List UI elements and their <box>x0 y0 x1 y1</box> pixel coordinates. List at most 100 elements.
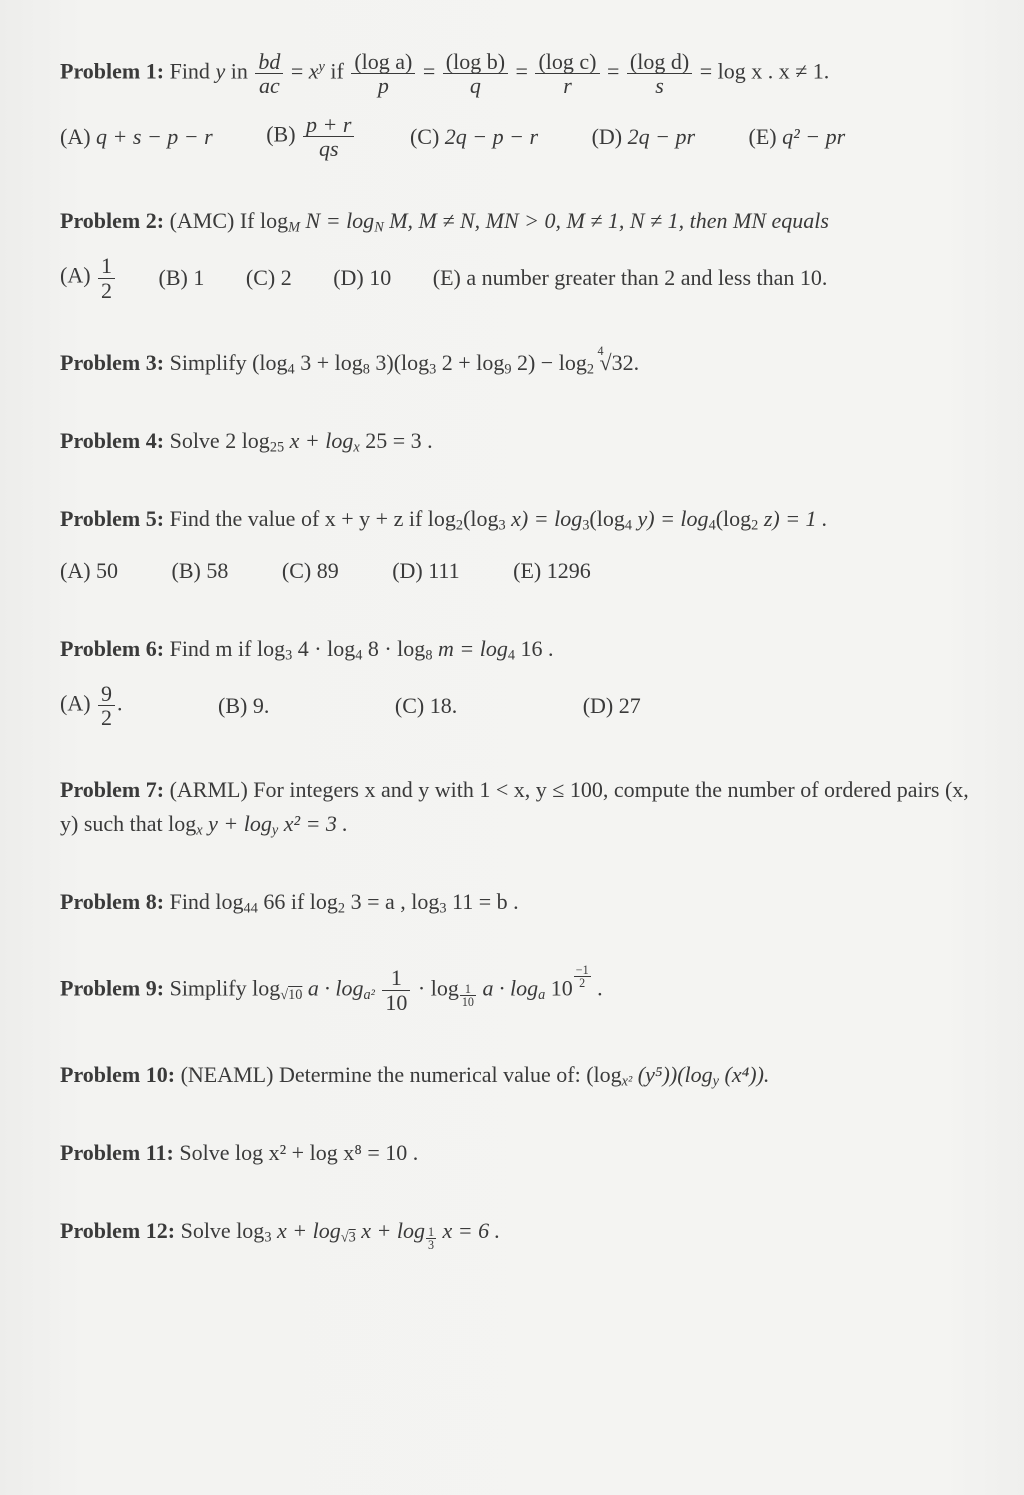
p1-optD: (D) 2q − pr <box>592 120 695 154</box>
p1-fa-n: (log a) <box>351 50 415 74</box>
p10-a: (NEAML) Determine the numerical value of… <box>181 1062 622 1087</box>
p9-sub3-d: 10 <box>460 996 476 1008</box>
p5-s2: 3 <box>499 517 506 533</box>
p8-m2: 3 = a , log <box>345 889 439 914</box>
p9-exp-sign: − <box>576 963 583 977</box>
p3-a: Simplify (log <box>170 350 288 375</box>
problem-9: Problem 9: Simplify log√10 a · loga² 110… <box>60 964 984 1014</box>
p1-var-y: y <box>215 59 225 84</box>
p1-D-l: (D) <box>592 124 628 149</box>
p2-m2: M, M ≠ N, MN > 0, M ≠ 1, N ≠ 1, then MN … <box>384 208 829 233</box>
p7-label: Problem 7: <box>60 777 164 802</box>
p2-label: Problem 2: <box>60 208 164 233</box>
problem-5: Problem 5: Find the value of x + y + z i… <box>60 502 984 588</box>
p2-optC: (C) 2 <box>246 261 292 295</box>
p9-m5: 10 <box>545 975 573 1000</box>
p5-B: (B) 58 <box>172 554 229 588</box>
p12-sub3-d: 3 <box>426 1239 436 1251</box>
p2-optD: (D) 10 <box>333 261 391 295</box>
p9-a: Simplify log <box>170 975 281 1000</box>
problem-4: Problem 4: Solve 2 log25 x + logx 25 = 3… <box>60 424 984 458</box>
p1-fb: (log b)q <box>443 50 508 97</box>
p10-s1: x² <box>622 1073 633 1089</box>
p6-A-n: 9 <box>98 682 115 706</box>
p12-label: Problem 12: <box>60 1218 175 1243</box>
p1-text-c: if <box>330 59 349 84</box>
p1-eq1: = <box>291 59 309 84</box>
p5-m3: (log <box>589 506 624 531</box>
p6-optA: (A) 92. <box>60 682 123 729</box>
p1-B-d: qs <box>303 137 354 160</box>
p6-m1: 4 · log <box>292 636 355 661</box>
p1-sup-y: y <box>319 59 325 75</box>
p9-frac: 110 <box>382 966 410 1013</box>
p2-optB: (B) 1 <box>159 261 205 295</box>
p1-fd-d: s <box>627 74 692 97</box>
p1-D: 2q − pr <box>628 124 695 149</box>
p12-m2: x + log <box>356 1218 425 1243</box>
p2-m1: N = log <box>300 208 374 233</box>
p6-A-d: 2 <box>98 706 115 729</box>
p2-s2: N <box>374 220 384 236</box>
p3-label: Problem 3: <box>60 350 164 375</box>
p1-fb-d: q <box>443 74 508 97</box>
p6-s4: 4 <box>508 648 515 664</box>
p6-A-l: (A) <box>60 691 96 716</box>
p1-fd-n: (log d) <box>627 50 692 74</box>
p12-sub2-pre: √ <box>341 1229 349 1245</box>
p8-m3: 11 = b . <box>447 889 519 914</box>
p2-A-l: (A) <box>60 263 96 288</box>
p3-s1: 4 <box>288 361 295 377</box>
p12-m1: x + log <box>271 1218 340 1243</box>
p2-s1: M <box>288 220 300 236</box>
p9-sub3-n: 1 <box>460 983 476 996</box>
p6-B: (B) 9. <box>218 689 269 723</box>
p1-frac-bdac: bd ac <box>255 50 283 97</box>
p5-m4: y) = log <box>632 506 709 531</box>
p2-A-frac: 12 <box>98 254 115 301</box>
p12-sub2-v: 3 <box>349 1229 356 1245</box>
p3-m2: 3)(log <box>370 350 429 375</box>
p2-choices: (A) 12 (B) 1 (C) 2 (D) 10 (E) a number g… <box>60 254 984 301</box>
problem-7: Problem 7: (ARML) For integers x and y w… <box>60 773 984 841</box>
p9-sub1-v: 10 <box>288 987 302 1003</box>
p1-choices: (A) q + s − p − r (B) p + rqs (C) 2q − p… <box>60 113 984 160</box>
p5-s4: 4 <box>625 517 632 533</box>
p1-fc: (log c)r <box>535 50 599 97</box>
p5-D: (D) 111 <box>392 554 459 588</box>
p1-fb-n: (log b) <box>443 50 508 74</box>
p9-exp-d: 2 <box>574 977 591 989</box>
p1-B-l: (B) <box>266 122 301 147</box>
p6-m4: 16 . <box>515 636 554 661</box>
p5-A: (A) 50 <box>60 554 118 588</box>
p4-m2: 25 = 3 . <box>360 428 433 453</box>
p9-exp-num: 1 <box>583 963 589 977</box>
p4-label: Problem 4: <box>60 428 164 453</box>
p1-x: x <box>309 59 319 84</box>
problem-6: Problem 6: Find m if log3 4 · log4 8 · l… <box>60 632 984 729</box>
p1-A: q + s − p − r <box>96 124 213 149</box>
p3-s5: 2 <box>587 361 594 377</box>
p5-m5: (log <box>716 506 751 531</box>
p6-choices: (A) 92. (B) 9. (C) 18. (D) 27 <box>60 682 984 729</box>
p9-sub1-pre: √ <box>280 987 288 1003</box>
problem-3: Problem 3: Simplify (log4 3 + log8 3)(lo… <box>60 346 984 380</box>
p6-A-frac: 92 <box>98 682 115 729</box>
p1-optC: (C) 2q − p − r <box>410 120 538 154</box>
p3-m3: 2 + log <box>436 350 504 375</box>
p8-label: Problem 8: <box>60 889 164 914</box>
p9-exp-n: −1 <box>574 964 591 977</box>
p1-B-frac: p + rqs <box>303 113 354 160</box>
p6-C: (C) 18. <box>395 689 457 723</box>
p1-fd: (log d)s <box>627 50 692 97</box>
p9-sub3: 110 <box>460 983 476 1008</box>
p9-m2 <box>375 975 381 1000</box>
p1-A-l: (A) <box>60 124 96 149</box>
p5-label: Problem 5: <box>60 506 164 531</box>
p11-stem: Solve log x² + log x⁸ = 10 . <box>179 1140 418 1165</box>
p2-A-d: 2 <box>98 279 115 302</box>
p4-a: Solve 2 log <box>170 428 270 453</box>
p4-m1: x + log <box>284 428 353 453</box>
p2-optA: (A) 12 <box>60 254 117 301</box>
p9-f-d: 10 <box>382 991 410 1014</box>
